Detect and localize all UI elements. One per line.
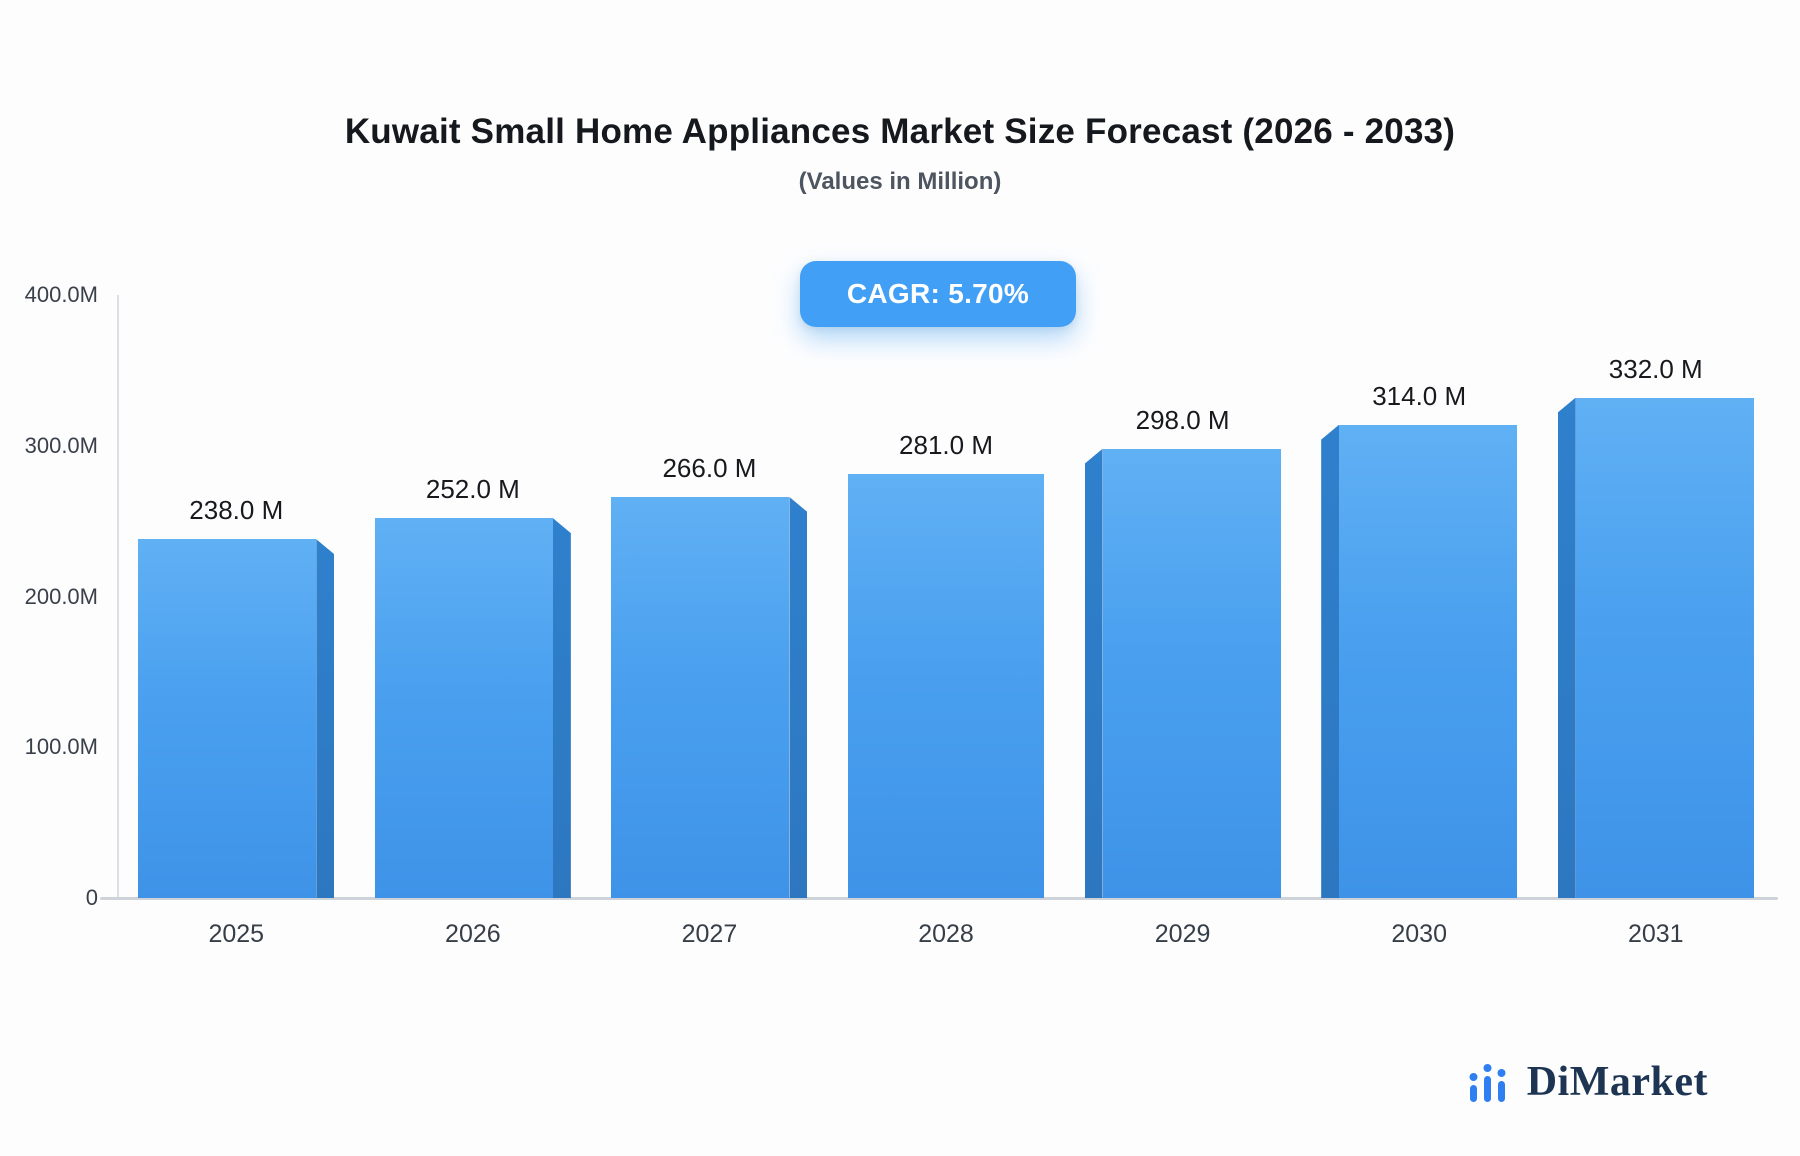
bar-3d-side (789, 497, 808, 898)
bar-value-label: 314.0 M (1372, 380, 1467, 411)
bar-2025: 238.0 M (138, 495, 335, 898)
bar-slot: 298.0 M (1064, 295, 1301, 898)
page-title: Kuwait Small Home Appliances Market Size… (344, 112, 1456, 151)
y-tick-label: 300.0M (24, 432, 98, 458)
brand-logo: DiMarket (1465, 1058, 1708, 1106)
bar-3d-side (1321, 424, 1340, 898)
x-tick-label: 2026 (445, 920, 501, 948)
bar-slot: 238.0 M (118, 295, 355, 898)
bar-value-label: 298.0 M (1135, 404, 1230, 435)
chart-subtitle: (Values in Million) (798, 168, 1002, 195)
bar-value-label: 281.0 M (899, 430, 993, 461)
bar-slot: 266.0 M (591, 295, 828, 898)
brand-logo-text: DiMarket (1526, 1059, 1708, 1105)
x-tick-label: 2027 (681, 920, 738, 948)
bar-slot: 252.0 M (355, 295, 592, 898)
bar-3d-side (552, 518, 571, 898)
bar-face (848, 474, 1045, 898)
plot-area: 238.0 M 252.0 M 266.0 M 281.0 M 298.0 M 314.0… (118, 295, 1774, 898)
bar-slot: 332.0 M (1537, 295, 1774, 898)
bar-3d-side (1084, 448, 1103, 898)
y-axis-line (117, 295, 119, 898)
bar-value-label: 332.0 M (1608, 353, 1703, 384)
y-axis: 400.0M 300.0M 200.0M 100.0M 0 (0, 283, 106, 910)
cagr-badge-label: CAGR: 5.70% (846, 278, 1030, 309)
bar-2026: 252.0 M (374, 474, 571, 898)
x-tick-label: 2025 (208, 920, 265, 948)
y-tick-label: 200.0M (24, 583, 98, 609)
bar-value-label: 238.0 M (189, 495, 284, 526)
bar-slot: 314.0 M (1301, 295, 1538, 898)
bar-value-label: 266.0 M (662, 453, 757, 484)
y-tick-label: 400.0M (24, 282, 98, 307)
bar-3d-side (1557, 397, 1576, 898)
bar-face (1339, 424, 1518, 898)
bar-3d-side (316, 539, 335, 898)
x-tick-label: 2031 (1627, 920, 1684, 948)
x-tick-label: 2029 (1154, 920, 1211, 948)
bar-face (611, 497, 790, 898)
y-tick-label: 100.0M (24, 734, 98, 760)
bar-face (1575, 397, 1754, 898)
bar-slot: 281.0 M (828, 295, 1065, 898)
bar-value-label: 252.0 M (425, 474, 520, 505)
cagr-badge: CAGR: 5.70% (800, 261, 1076, 327)
x-axis-line (100, 897, 1778, 900)
bar-2030: 314.0 M (1321, 381, 1518, 898)
bar-2029: 298.0 M (1084, 405, 1281, 898)
bar-2027: 266.0 M (611, 453, 808, 898)
bar-2031: 332.0 M (1557, 354, 1754, 898)
x-axis: 2025 2026 2027 2028 2029 2030 2031 (118, 920, 1774, 949)
bar-2028: 281.0 M (848, 430, 1045, 898)
bar-face (138, 539, 317, 898)
bar-face (1102, 448, 1281, 898)
x-tick-label: 2028 (918, 920, 974, 948)
bar-chart-icon (1469, 1064, 1506, 1102)
x-tick-label: 2030 (1391, 920, 1447, 948)
y-tick-label: 0 (85, 885, 98, 910)
bar-face (374, 518, 553, 898)
